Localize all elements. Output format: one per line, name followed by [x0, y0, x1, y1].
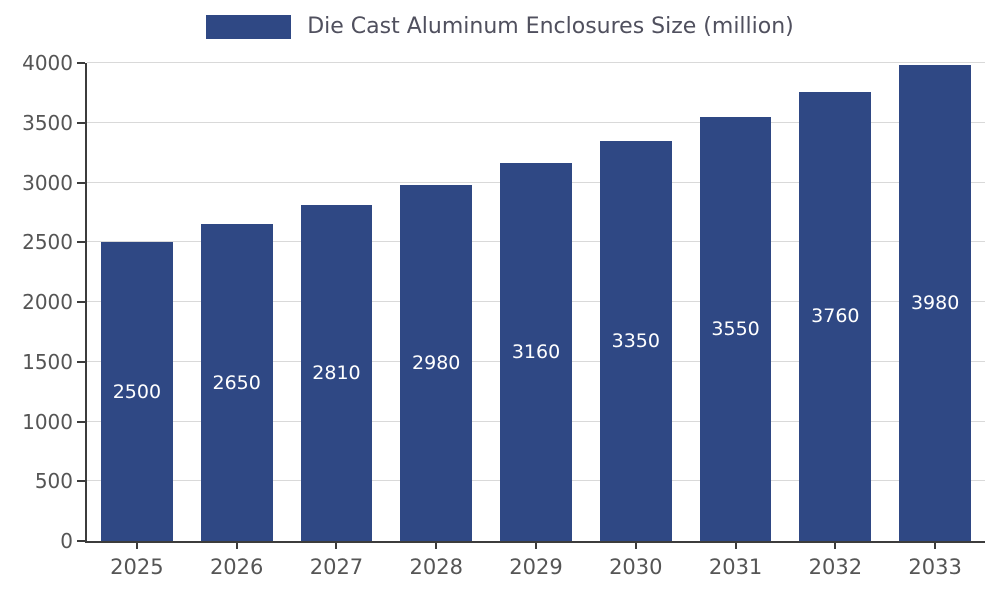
bar-slot: 3980 — [885, 63, 985, 541]
x-tick-mark — [834, 541, 837, 549]
x-tick-label: 2033 — [908, 555, 962, 579]
y-tick-label: 2000 — [22, 290, 73, 314]
bar-2031: 3550 — [699, 116, 772, 541]
x-axis-ticks: 2025 2026 2027 2028 2029 2030 2031 2032 2033 — [87, 541, 985, 579]
x-tick-label: 2030 — [609, 555, 663, 579]
bar-slot: 3550 — [686, 63, 786, 541]
y-tick-label: 1000 — [22, 409, 73, 434]
bar-value-label: 3760 — [811, 305, 860, 328]
gridline — [87, 121, 985, 123]
x-tick-slot: 2033 — [885, 541, 985, 579]
x-tick-label: 2026 — [209, 555, 264, 579]
bar-slot: 2500 — [87, 63, 187, 541]
x-tick-label: 2032 — [808, 555, 863, 579]
bar-2033: 3980 — [899, 65, 972, 541]
x-tick-mark — [535, 541, 538, 549]
x-tick-mark — [135, 541, 138, 549]
x-tick-mark — [734, 541, 737, 549]
y-tick-label: 1500 — [22, 349, 73, 374]
bar-slot: 3160 — [486, 63, 586, 541]
bar-2030: 3350 — [599, 140, 672, 541]
y-tick-label: 2500 — [22, 230, 73, 255]
bar-value-label: 3160 — [511, 341, 561, 364]
x-tick-slot: 2029 — [486, 541, 586, 579]
y-tick-mark — [77, 241, 85, 244]
y-tick-mark — [77, 540, 85, 542]
bar-value-label: 3980 — [910, 292, 960, 315]
x-tick-label: 2031 — [708, 555, 763, 579]
bar-2032: 3760 — [799, 91, 872, 541]
x-tick-mark — [934, 541, 937, 549]
x-tick-mark — [335, 541, 338, 549]
x-tick-label: 2025 — [110, 555, 164, 579]
bar-slot: 2650 — [187, 63, 287, 541]
bars-container: 2500 2650 2810 2980 3160 3350 3550 3760 3980 — [87, 63, 985, 541]
bar-value-label: 2980 — [412, 351, 461, 374]
x-tick-mark — [634, 541, 637, 549]
bar-2028: 2980 — [400, 184, 473, 541]
bar-value-label: 3350 — [611, 329, 660, 352]
x-tick-label: 2029 — [509, 555, 563, 579]
y-tick-mark — [77, 480, 85, 483]
y-tick-label: 3500 — [22, 110, 73, 135]
x-tick-slot: 2031 — [686, 541, 786, 579]
x-tick-slot: 2025 — [87, 541, 187, 579]
y-tick-mark — [77, 121, 85, 124]
gridline — [87, 62, 985, 63]
bar-slot: 2980 — [386, 63, 486, 541]
y-tick-mark — [77, 62, 85, 64]
bar-slot: 2810 — [287, 63, 387, 541]
x-tick-mark — [435, 541, 438, 549]
plot-area: 0 500 1000 1500 2000 2500 3000 3500 4000 2500 265… — [22, 51, 985, 579]
bar-slot: 3350 — [586, 63, 686, 541]
y-tick-label: 3000 — [22, 170, 73, 195]
x-tick-label: 2027 — [309, 555, 364, 579]
x-tick-slot: 2030 — [586, 541, 686, 579]
y-tick-mark — [77, 420, 85, 423]
y-tick-label: 0 — [60, 529, 73, 553]
x-tick-slot: 2028 — [386, 541, 486, 579]
x-tick-label: 2028 — [409, 555, 463, 579]
chart-legend[interactable]: Die Cast Aluminum Enclosures Size (milli… — [0, 14, 1000, 39]
y-tick-mark — [77, 360, 85, 363]
y-tick-label: 4000 — [22, 51, 73, 75]
bar-value-label: 2650 — [212, 371, 261, 394]
y-tick-label: 500 — [34, 469, 73, 494]
bar-2029: 3160 — [500, 163, 572, 541]
x-tick-slot: 2027 — [287, 541, 387, 579]
x-tick-slot: 2032 — [785, 541, 885, 579]
x-tick-slot: 2026 — [187, 541, 287, 579]
bar-value-label: 2500 — [112, 380, 162, 403]
bar-2027: 2810 — [300, 205, 373, 541]
bar-2026: 2650 — [200, 224, 273, 541]
bar-value-label: 2810 — [312, 362, 361, 385]
legend-label: Die Cast Aluminum Enclosures Size (milli… — [307, 14, 794, 39]
legend-swatch — [206, 14, 292, 39]
bar-2025: 2500 — [100, 242, 173, 541]
x-tick-mark — [235, 541, 238, 549]
y-tick-mark — [77, 181, 85, 184]
bar-value-label: 3550 — [711, 317, 760, 340]
y-tick-mark — [77, 301, 85, 303]
bar-slot: 3760 — [785, 63, 885, 541]
